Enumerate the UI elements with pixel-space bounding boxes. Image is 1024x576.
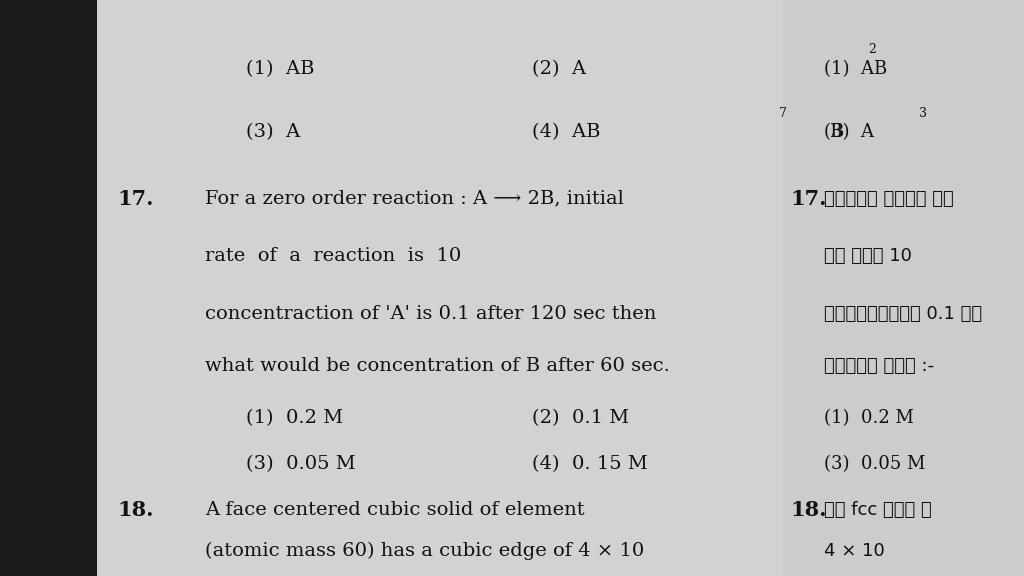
Text: (2)  0.1 M: (2) 0.1 M xyxy=(532,408,630,427)
Text: 17.: 17. xyxy=(791,189,827,209)
Text: एक fcc ठोस इ: एक fcc ठोस इ xyxy=(824,501,932,519)
Text: (3)  0.05 M: (3) 0.05 M xyxy=(246,454,355,473)
Text: (3)  A: (3) A xyxy=(246,123,300,142)
Text: सान्द्रता 0.1 मे: सान्द्रता 0.1 मे xyxy=(824,305,982,323)
Text: शून्य कोटि अि: शून्य कोटि अि xyxy=(824,190,954,208)
Text: 17.: 17. xyxy=(118,189,155,209)
Bar xyxy=(783,0,1024,576)
Text: (4)  0. 15 M: (4) 0. 15 M xyxy=(532,454,648,473)
Text: का मान 10: का मान 10 xyxy=(824,247,912,266)
Text: 4 × 10: 4 × 10 xyxy=(824,542,885,560)
Text: (1)  AB: (1) AB xyxy=(824,60,888,78)
Text: rate  of  a  reaction  is  10: rate of a reaction is 10 xyxy=(205,247,461,266)
Text: what would be concentration of B after 60 sec.: what would be concentration of B after 6… xyxy=(205,357,670,375)
Text: (atomic mass 60) has a cubic edge of 4 × 10: (atomic mass 60) has a cubic edge of 4 ×… xyxy=(205,542,644,560)
Text: (4)  AB: (4) AB xyxy=(532,123,601,142)
Text: (1)  0.2 M: (1) 0.2 M xyxy=(246,408,343,427)
Text: ज्ञात करे :-: ज्ञात करे :- xyxy=(824,357,935,375)
Text: 18.: 18. xyxy=(118,500,155,520)
Text: B: B xyxy=(829,123,844,142)
Text: (3)  A: (3) A xyxy=(824,123,874,142)
Text: 18.: 18. xyxy=(791,500,827,520)
Bar xyxy=(97,0,783,576)
Text: For a zero order reaction : A ⟶ 2B, initial: For a zero order reaction : A ⟶ 2B, init… xyxy=(205,190,624,208)
Text: concentraction of 'A' is 0.1 after 120 sec then: concentraction of 'A' is 0.1 after 120 s… xyxy=(205,305,656,323)
Text: 7: 7 xyxy=(779,107,786,120)
Text: A face centered cubic solid of element: A face centered cubic solid of element xyxy=(205,501,585,519)
Text: (3)  0.05 M: (3) 0.05 M xyxy=(824,454,926,473)
Text: 3: 3 xyxy=(919,107,927,120)
Text: (2)  A: (2) A xyxy=(532,60,587,78)
Text: 2: 2 xyxy=(868,43,876,56)
Text: (1)  0.2 M: (1) 0.2 M xyxy=(824,408,914,427)
Text: (1)  AB: (1) AB xyxy=(246,60,314,78)
